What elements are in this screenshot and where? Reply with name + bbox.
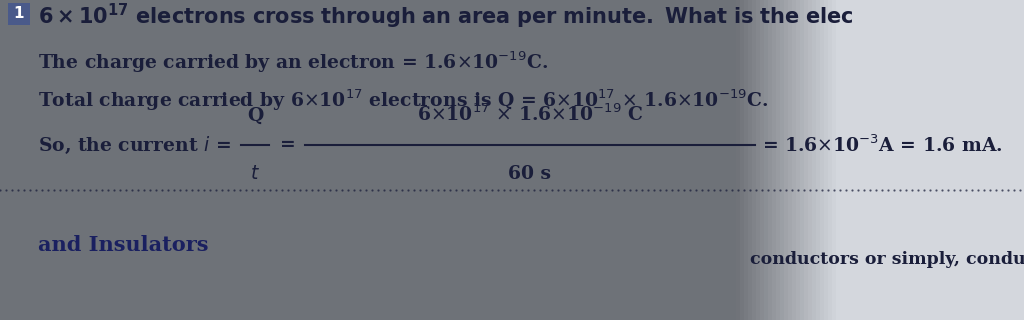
- FancyBboxPatch shape: [8, 3, 30, 25]
- Text: 6$\times$10$^{17}$ $\times$ 1.6$\times$10$^{-19}$ C: 6$\times$10$^{17}$ $\times$ 1.6$\times$1…: [417, 103, 643, 125]
- Text: and Insulators: and Insulators: [38, 235, 209, 255]
- Text: The charge carried by an electron = 1.6$\times$10$^{-19}$C.: The charge carried by an electron = 1.6$…: [38, 49, 548, 75]
- Text: So, the current $i$ =: So, the current $i$ =: [38, 134, 230, 156]
- Text: 1: 1: [13, 6, 25, 21]
- Text: 60 s: 60 s: [509, 165, 552, 183]
- Text: =: =: [280, 136, 296, 154]
- Text: $\mathbf{6\times10^{17}}$ $\mathbf{electrons\ cross\ through\ an\ area\ per\ min: $\mathbf{6\times10^{17}}$ $\mathbf{elect…: [38, 1, 854, 31]
- Text: Total charge carried by 6$\times$10$^{17}$ electrons is Q = 6$\times$10$^{17}$ $: Total charge carried by 6$\times$10$^{17…: [38, 87, 768, 113]
- Text: = 1.6$\times$10$^{-3}$A = 1.6 mA.: = 1.6$\times$10$^{-3}$A = 1.6 mA.: [762, 134, 1002, 156]
- Text: Q: Q: [247, 107, 263, 125]
- Text: conductors or simply, condu: conductors or simply, condu: [750, 252, 1024, 268]
- Text: $t$: $t$: [250, 165, 260, 183]
